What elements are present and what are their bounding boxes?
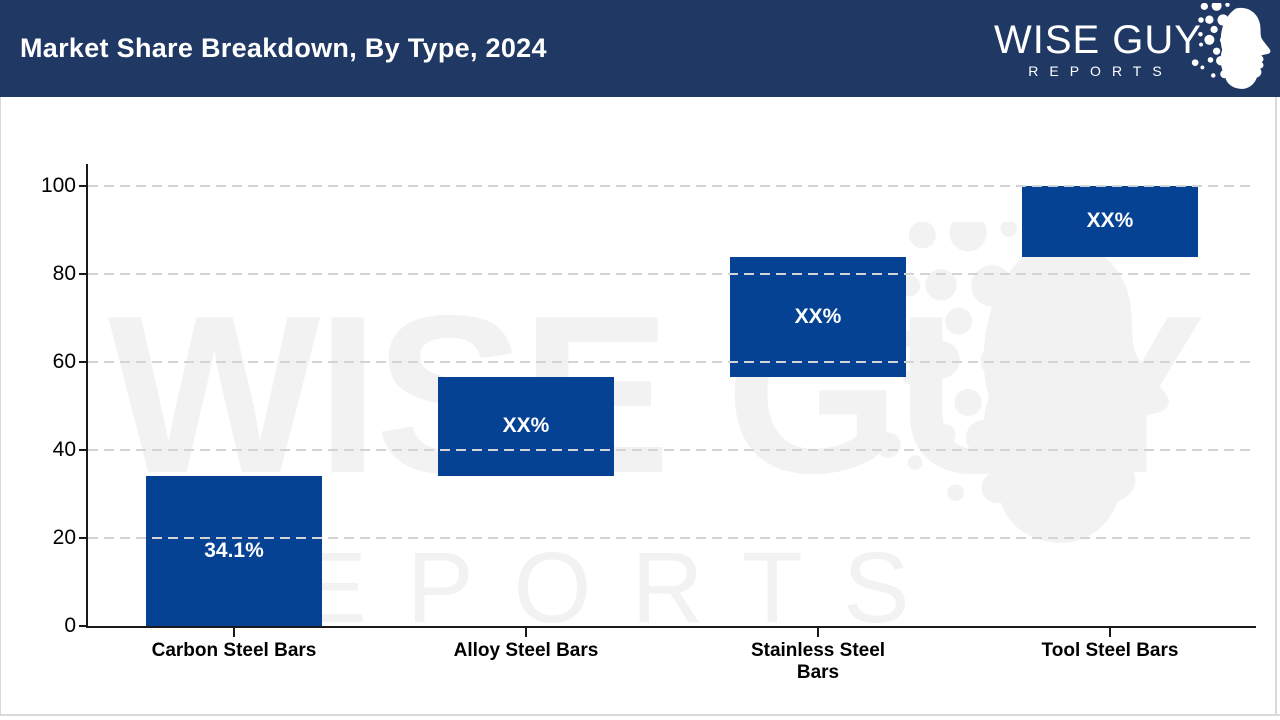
x-tick-mark (525, 628, 527, 637)
y-axis-tick-label: 40 (52, 438, 76, 461)
logo-wordmark: WISE GUY (993, 17, 1202, 62)
gridline (88, 537, 1256, 539)
x-axis-category-label: Carbon Steel Bars (151, 640, 317, 661)
y-tick-mark (79, 185, 88, 187)
bar (1022, 186, 1198, 257)
y-tick-mark (79, 537, 88, 539)
header: Market Share Breakdown, By Type, 2024 WI… (0, 0, 1280, 97)
gridline (88, 273, 1256, 275)
y-tick-mark (79, 625, 88, 627)
logo-subtitle: REPORTS (1028, 62, 1173, 79)
bar-value-label: XX% (502, 414, 550, 438)
gridline (88, 185, 1256, 187)
bar-value-label: 34.1% (204, 538, 264, 562)
bar (730, 256, 906, 377)
y-axis-tick-label: 20 (52, 526, 76, 549)
logo-text: WISE GUY REPORTS (994, 20, 1202, 79)
y-axis-tick-label: 80 (52, 262, 76, 285)
y-axis-line (86, 164, 88, 628)
bottom-divider (0, 714, 1280, 716)
x-tick-mark (817, 628, 819, 637)
y-tick-mark (79, 361, 88, 363)
y-axis-tick-label: 60 (52, 350, 76, 373)
wiseguy-logo: WISE GUY REPORTS (994, 3, 1274, 94)
x-axis-line (86, 626, 1256, 628)
gridline (88, 449, 1256, 451)
bar (146, 475, 322, 626)
x-axis-category-label: Tool Steel Bars (1041, 640, 1179, 661)
bar-value-label: XX% (794, 304, 842, 328)
right-edge (1275, 97, 1277, 716)
y-axis-tick-label: 0 (64, 614, 76, 637)
x-tick-mark (1109, 628, 1111, 637)
x-axis-category-label: Stainless Steel Bars (750, 640, 886, 683)
x-tick-mark (233, 628, 235, 637)
y-tick-mark (79, 273, 88, 275)
y-tick-mark (79, 449, 88, 451)
bar-value-label: XX% (1086, 209, 1134, 233)
bar (438, 376, 614, 476)
x-axis-category-label: Alloy Steel Bars (453, 640, 599, 661)
left-edge (0, 97, 1, 716)
gridline (88, 361, 1256, 363)
page-title: Market Share Breakdown, By Type, 2024 (20, 33, 547, 63)
y-axis-tick-label: 100 (40, 174, 76, 197)
